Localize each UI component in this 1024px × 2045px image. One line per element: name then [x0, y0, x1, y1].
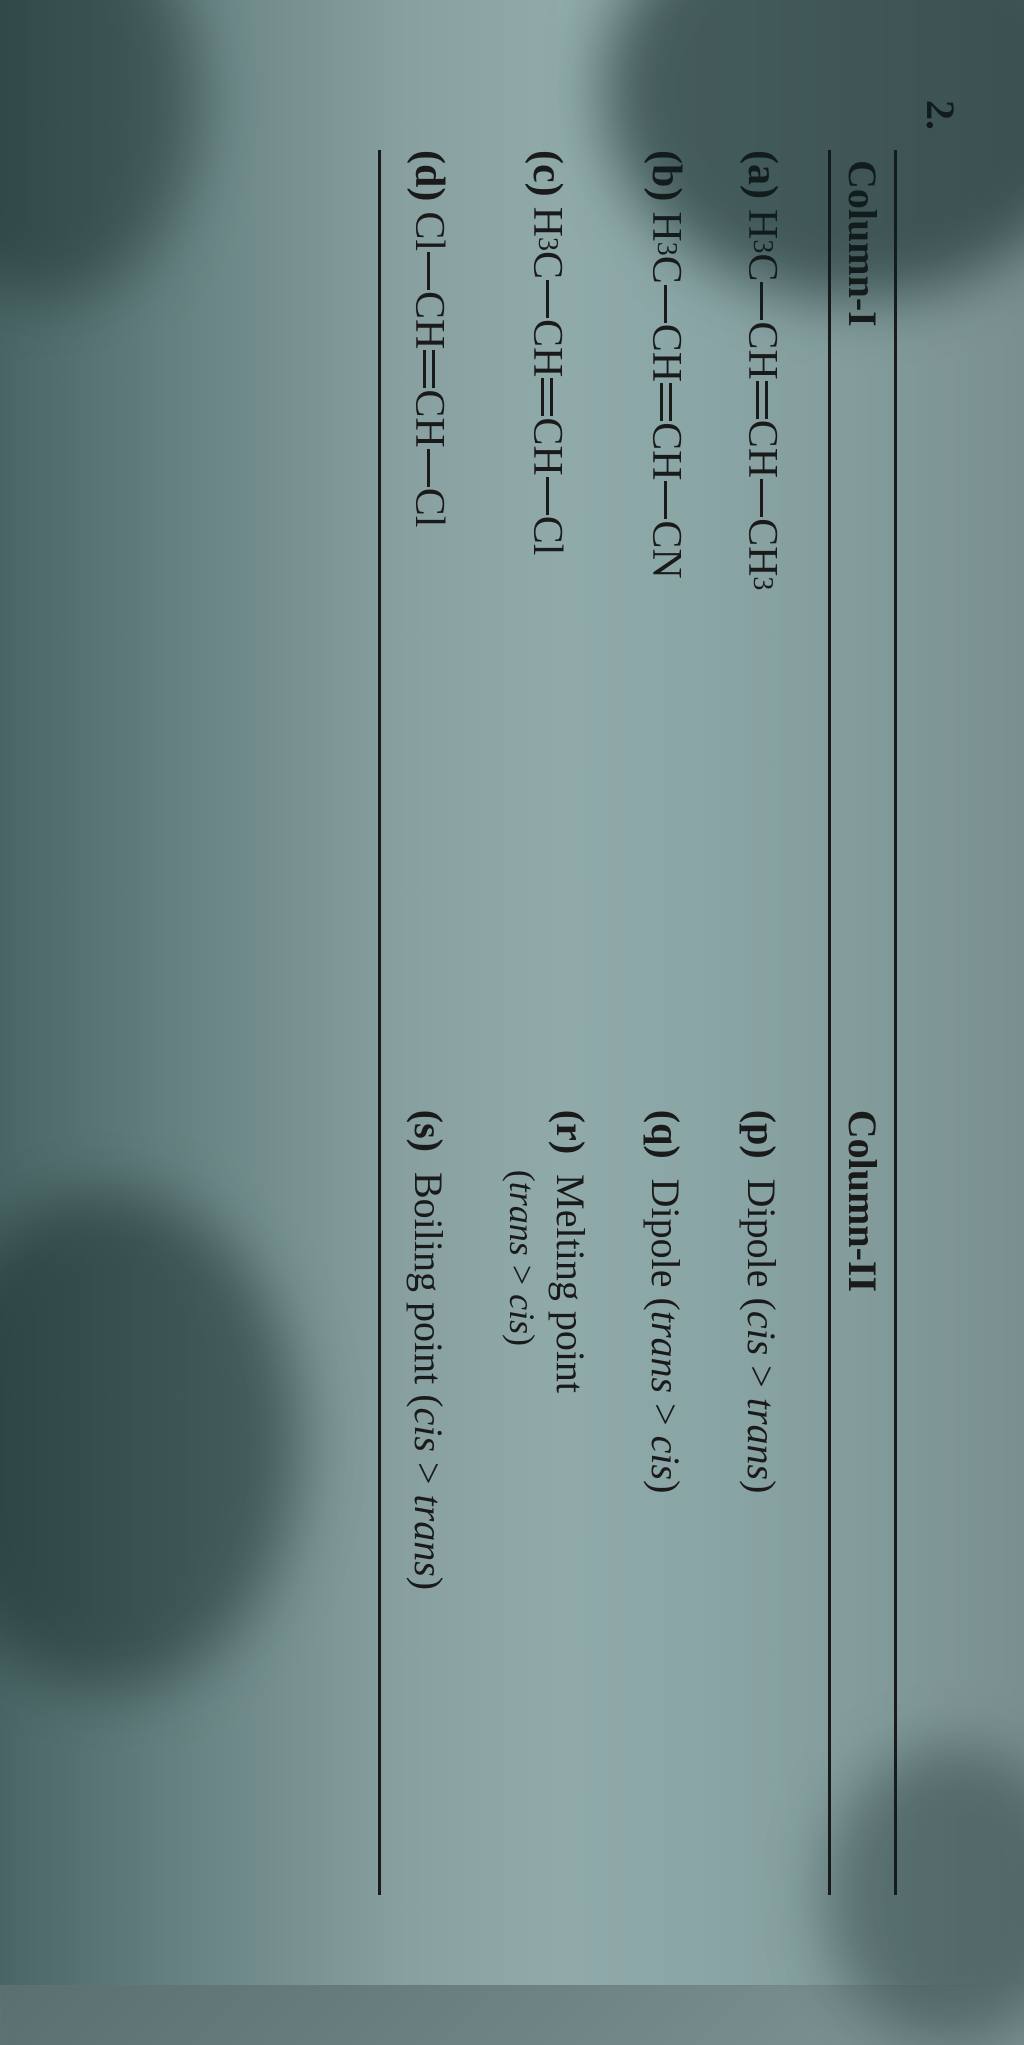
table-row: (b) H3CCHCHCN (q) Dipole (trans > cis)	[628, 150, 704, 1895]
table-row: (c) H3C CH CH Cl (r) Melting point (trans >…	[487, 150, 608, 1895]
row-label: (c)	[524, 150, 572, 197]
column-2-cell: (q) Dipole (trans > cis)	[643, 1110, 690, 1895]
italic-term: trans	[740, 1398, 785, 1480]
column-2-cell: (s) Boiling point (cis > trans)	[406, 1110, 453, 1895]
table-header-row: Column-I Column-II	[828, 150, 897, 1895]
italic-term: cis	[502, 1294, 542, 1334]
double-bond-icon	[423, 350, 435, 388]
double-bond-icon	[660, 383, 672, 421]
photo-shadow	[0, 0, 200, 300]
single-bond-icon	[546, 477, 549, 515]
chem-text: C	[524, 251, 572, 279]
single-bond-icon	[428, 252, 431, 290]
chem-text: Cl	[405, 211, 453, 251]
single-bond-icon	[761, 479, 764, 517]
answer-text: (	[502, 1170, 542, 1182]
answer-text: >	[502, 1256, 542, 1294]
answer-text: >	[644, 1393, 689, 1436]
double-bond-icon	[542, 378, 554, 416]
chem-subscript: 3	[532, 237, 564, 251]
answer-text: )	[740, 1480, 785, 1493]
chem-text: CH	[738, 420, 786, 478]
answer-text: >	[407, 1452, 452, 1495]
chem-text: C	[642, 256, 690, 284]
question-number: 2.	[917, 100, 964, 1905]
answer-text: )	[407, 1577, 452, 1590]
row-label: (q)	[644, 1110, 689, 1159]
column-1-cell: (a) H3CCHCHCH3	[738, 150, 786, 1110]
italic-term: cis	[644, 1436, 689, 1480]
column-1-cell: (b) H3CCHCHCN	[642, 150, 690, 1110]
chem-text: CH	[642, 324, 690, 382]
table-row: (a) H3CCHCHCH3 (p) Dipole (cis > trans)	[724, 150, 800, 1895]
chem-text: CN	[642, 520, 690, 578]
column-2-cell: (p) Dipole (cis > trans)	[739, 1110, 786, 1895]
answer-text: >	[740, 1355, 785, 1398]
chem-text: CH	[642, 422, 690, 480]
table-row: (d) Cl CH CH Cl (s) Boiling point (cis > tr…	[378, 150, 467, 1895]
chem-text: CH	[405, 291, 453, 349]
italic-term: trans	[407, 1495, 452, 1577]
chem-text: Cl	[405, 488, 453, 528]
answer-text: )	[644, 1480, 689, 1493]
chem-text: CH	[738, 321, 786, 379]
answer-text: Melting point	[548, 1174, 593, 1393]
photo-shadow	[0, 1191, 300, 1691]
chem-subscript: 3	[746, 576, 778, 590]
italic-term: cis	[740, 1311, 785, 1355]
answer-subline: (trans > cis)	[501, 1110, 543, 1895]
row-label: (p)	[740, 1110, 785, 1159]
double-bond-icon	[756, 381, 768, 419]
single-bond-icon	[761, 282, 764, 320]
single-bond-icon	[546, 280, 549, 318]
row-label: (r)	[548, 1110, 593, 1154]
chem-text: CH	[524, 417, 572, 475]
answer-text: Dipole (	[644, 1179, 689, 1311]
answer-text: )	[502, 1334, 542, 1346]
single-bond-icon	[428, 449, 431, 487]
chem-text: H	[524, 207, 572, 237]
page-content: 2. Column-I Column-II (a) H3CCHCHCH3 (p)…	[0, 0, 1024, 1985]
column-1-cell: (d) Cl CH CH Cl	[405, 150, 453, 1110]
chem-text: CH	[524, 319, 572, 377]
single-bond-icon	[665, 285, 668, 323]
italic-term: cis	[407, 1408, 452, 1452]
answer-text: Boiling point (	[407, 1172, 452, 1408]
chem-text: CH	[405, 389, 453, 447]
row-label: (d)	[405, 150, 453, 201]
chem-text: CH	[738, 518, 786, 576]
row-label: (s)	[407, 1110, 452, 1152]
italic-term: trans	[502, 1182, 542, 1256]
answer-text: Dipole (	[740, 1179, 785, 1311]
column-1-cell: (c) H3C CH CH Cl	[524, 150, 572, 1110]
chem-text: Cl	[524, 516, 572, 556]
italic-term: trans	[644, 1311, 689, 1393]
single-bond-icon	[665, 481, 668, 519]
chem-subscript: 3	[650, 242, 682, 256]
column-2-cell: (r) Melting point (trans > cis)	[501, 1110, 594, 1895]
